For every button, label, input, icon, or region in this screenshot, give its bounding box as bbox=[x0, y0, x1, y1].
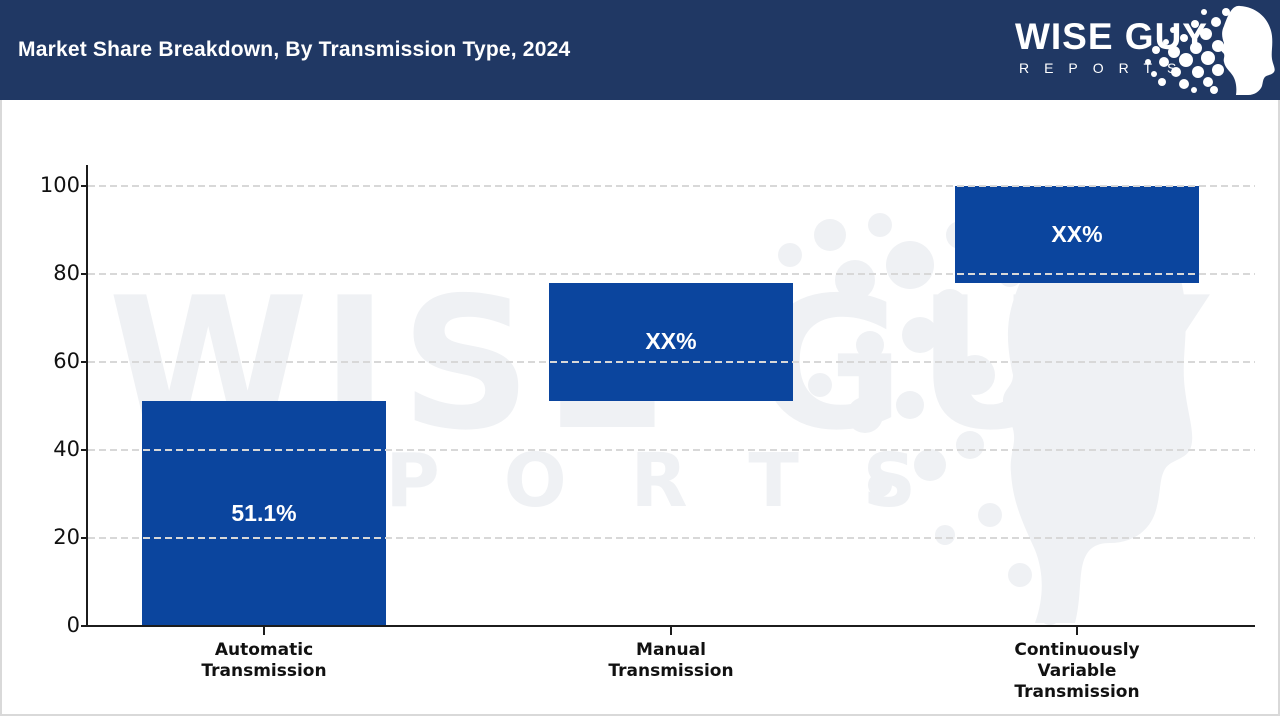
y-axis-tick bbox=[81, 625, 88, 627]
x-axis-tick bbox=[670, 627, 672, 635]
category-label-line: Variable bbox=[1037, 661, 1117, 681]
gridline bbox=[88, 449, 1255, 451]
gridline bbox=[88, 185, 1255, 187]
y-axis-tick bbox=[81, 449, 88, 451]
gridline bbox=[88, 537, 1255, 539]
x-axis-tick bbox=[263, 627, 265, 635]
y-axis-tick bbox=[81, 361, 88, 363]
category-label: Automatic Transmission bbox=[114, 640, 414, 682]
brand-logo: WISE GUY REPORTS bbox=[1015, 17, 1208, 77]
y-axis-tick bbox=[81, 537, 88, 539]
header-bar: Market Share Breakdown, By Transmission … bbox=[0, 0, 1280, 100]
category-label-line: Continuously bbox=[1014, 640, 1140, 660]
y-axis-tick bbox=[81, 185, 88, 187]
bar-segment: XX% bbox=[955, 186, 1199, 283]
y-tick-label: 0 bbox=[66, 613, 80, 637]
y-tick-label: 60 bbox=[53, 349, 80, 373]
x-axis-line bbox=[86, 625, 1255, 627]
gridline bbox=[88, 361, 1255, 363]
gridline bbox=[88, 273, 1255, 275]
brand-subname: REPORTS bbox=[1018, 60, 1192, 76]
category-label-line: Transmission bbox=[608, 661, 734, 681]
category-label-line: Transmission bbox=[1014, 682, 1140, 702]
bar-value-label: XX% bbox=[1051, 220, 1103, 247]
y-tick-label: 40 bbox=[53, 437, 80, 461]
category-label-line: Manual bbox=[636, 640, 706, 660]
category-label-line: Automatic bbox=[214, 640, 314, 660]
y-axis-line bbox=[86, 165, 88, 627]
category-label: Continuously Variable Transmission bbox=[927, 640, 1227, 703]
bar-value-label: XX% bbox=[645, 328, 697, 355]
category-label-line: Transmission bbox=[201, 661, 327, 681]
y-tick-label: 80 bbox=[53, 261, 80, 285]
y-tick-label: 20 bbox=[53, 525, 80, 549]
bar-segment: XX% bbox=[549, 282, 793, 402]
category-label: Manual Transmission bbox=[521, 640, 821, 682]
bar-segment: 51.1% bbox=[142, 401, 386, 626]
brand-face-icon bbox=[1145, 5, 1275, 96]
x-axis-tick bbox=[1076, 627, 1078, 635]
y-axis-tick bbox=[81, 273, 88, 275]
bar-value-label: 51.1% bbox=[231, 500, 297, 527]
page-title: Market Share Breakdown, By Transmission … bbox=[18, 38, 571, 61]
y-tick-label: 100 bbox=[39, 173, 80, 197]
